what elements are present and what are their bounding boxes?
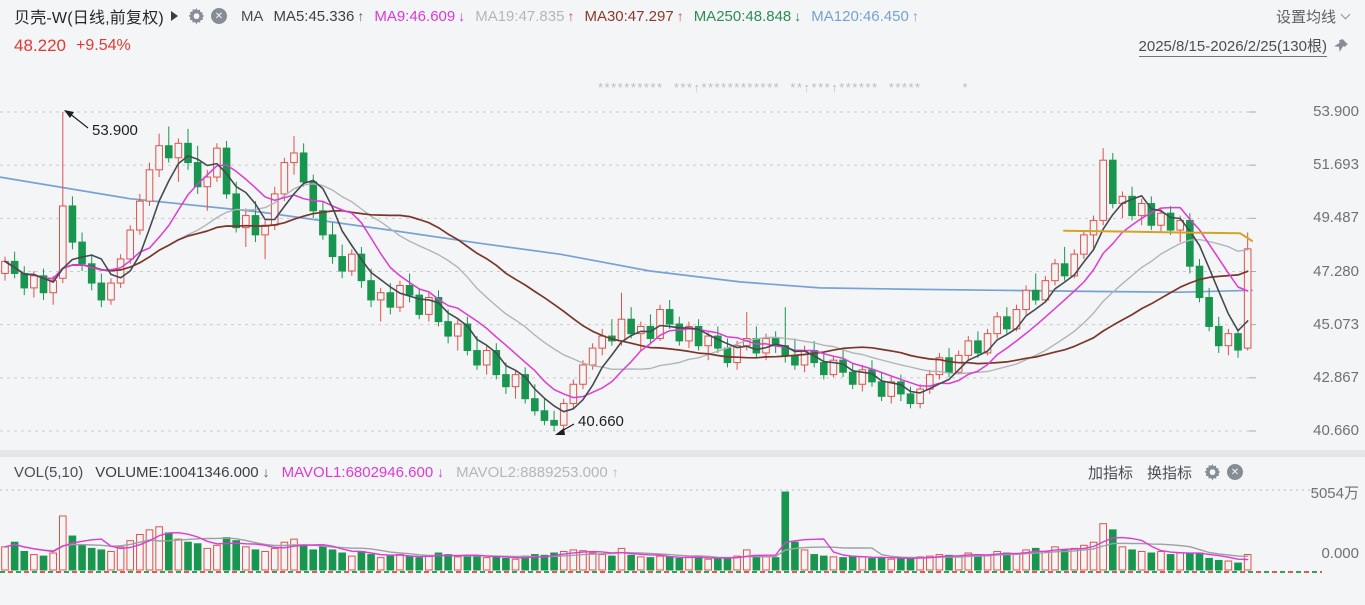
mavol2-readout: MAVOL2:8889253.000 [456,463,608,481]
main-candlestick-chart[interactable]: 53.900 40.660 [0,64,1365,455]
volume-trend-arrow-icon: ↓ [262,464,270,480]
volume-axis-max: 5054万 [1310,485,1359,502]
ma250-trend-arrow-icon: ↓ [794,7,802,24]
chevron-down-icon [1340,9,1351,20]
price-axis-label: 53.900 [1313,103,1359,120]
volume-close-button[interactable]: ✕ [1227,464,1243,480]
ma120-trend-arrow-icon: ↑ [911,7,919,24]
volume-gear-button[interactable] [1204,463,1221,481]
mavol2-trend-arrow-icon: ↑ [611,464,619,480]
price-axis-label: 47.280 [1313,263,1359,280]
price-axis-label: 49.487 [1313,209,1359,226]
ma250-readout: MA250:48.848 ↓ [693,7,802,25]
time-axis: « » 09101112202602 [0,575,1365,605]
pane-divider [0,450,1365,457]
price-axis-label: 51.693 [1313,156,1359,173]
volume-axis-min: 0.000 [1321,545,1359,562]
mavol1-readout: MAVOL1:6802946.600 [281,463,434,481]
close-indicator-button[interactable]: ✕ [210,8,227,24]
ma5-readout: MA5:45.336 ↑ [273,7,365,25]
ma120-readout: MA120:46.450 ↑ [811,7,919,25]
ma30-readout: MA30:47.297 ↑ [584,7,684,25]
add-indicator-button[interactable]: 加指标 [1087,464,1133,482]
pin-icon[interactable] [1333,38,1349,54]
ma30-trend-arrow-icon: ↑ [676,7,684,24]
price-axis-label: 40.660 [1313,422,1359,439]
last-price: 48.220 [14,36,66,55]
ma-settings-button[interactable]: 设置均线 [1276,6,1351,27]
volume-chart[interactable] [0,487,1365,575]
expand-triangle-icon[interactable] [170,11,178,21]
watermark: ********** ***↑************ **↑***↑*****… [598,80,970,95]
ma9-trend-arrow-icon: ↓ [458,7,466,24]
volume-indicator-header: VOL(5,10) VOLUME:10041346.000 ↓ MAVOL1:6… [0,458,1365,486]
indicator-toolbar: 贝壳-W(日线,前复权) ✕ MA MA5:45.336 ↑ MA9:46.609… [0,0,1365,32]
switch-indicator-button[interactable]: 换指标 [1146,464,1192,482]
ma-group-label: MA [240,7,264,25]
volume-baseline [0,571,1322,573]
gear-icon [1204,463,1221,480]
volume-readout: VOLUME:10041346.000 [95,463,259,481]
low-annotation: 40.660 [578,413,624,430]
price-axis-label: 42.867 [1313,369,1359,386]
ma19-readout: MA19:47.835 ↑ [475,7,575,25]
ma19-trend-arrow-icon: ↑ [567,7,575,24]
ma5-trend-arrow-icon: ↑ [357,7,365,24]
price-axis-label: 45.073 [1313,316,1359,333]
stock-title: 贝壳-W(日线,前复权) [14,10,164,27]
vol-indicator-label: VOL(5,10) [14,463,84,481]
high-annotation: 53.900 [92,122,138,139]
change-percent: +9.54% [76,37,131,54]
gear-icon [188,7,205,24]
price-row: 48.220 +9.54% 2025/8/15-2026/2/25(130根) [0,32,1365,60]
ma-settings-gear-button[interactable] [188,7,205,25]
ma9-readout: MA9:46.609 ↓ [374,7,466,25]
date-range-button[interactable]: 2025/8/15-2026/2/25(130根) [1138,35,1327,57]
mavol1-trend-arrow-icon: ↓ [437,464,445,480]
